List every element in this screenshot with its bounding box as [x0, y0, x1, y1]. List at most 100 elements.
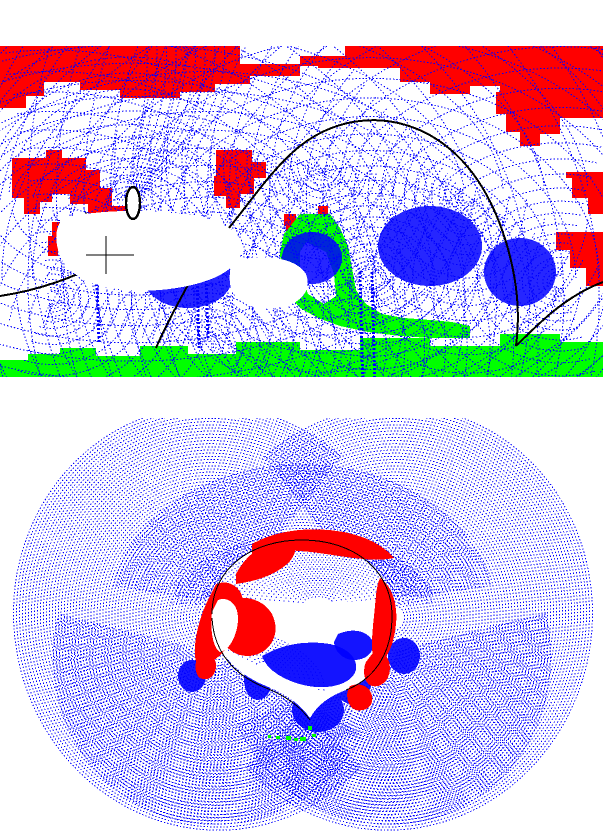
- field-line: [27, 421, 350, 815]
- inner-core-blob-2: [334, 630, 374, 660]
- field-line: [78, 474, 313, 762]
- field-line: [69, 465, 320, 771]
- field-line: [338, 540, 465, 696]
- field-line: [57, 452, 329, 784]
- field-line: [107, 626, 315, 769]
- field-line: [60, 455, 326, 781]
- field-line: [118, 205, 148, 213]
- field-line: [226, 165, 514, 279]
- field-line: [42, 436, 340, 800]
- field-line: [32, 193, 178, 377]
- red-region-7: [195, 652, 216, 680]
- field-line: [207, 150, 533, 279]
- field-line: [161, 640, 268, 713]
- field-line: [264, 577, 372, 601]
- field-line: [255, 661, 281, 676]
- field-line: [353, 264, 387, 279]
- field-line: [205, 285, 535, 377]
- red-region-3: [214, 150, 266, 208]
- field-line: [260, 427, 573, 809]
- field-line: [0, 124, 278, 197]
- field-line: [135, 46, 181, 377]
- field-line: [125, 631, 299, 750]
- field-line: [39, 433, 342, 803]
- field-line: [0, 164, 426, 377]
- field-line: [250, 570, 386, 600]
- field-line: [77, 619, 341, 800]
- field-line: [0, 79, 362, 194]
- field-line: [315, 634, 464, 735]
- rectangular-field-map-panel: [0, 46, 603, 377]
- field-line: [63, 459, 324, 777]
- field-line: [431, 167, 501, 237]
- field-line: [283, 625, 500, 772]
- field-line: [278, 584, 358, 602]
- field-line: [88, 57, 603, 279]
- field-line: [255, 573, 381, 600]
- field-line: [575, 354, 603, 377]
- field-line: [294, 281, 446, 334]
- field-line: [318, 635, 461, 732]
- field-line: [293, 474, 528, 762]
- field-line: [19, 418, 357, 825]
- field-line: [347, 553, 453, 683]
- field-line: [460, 190, 475, 205]
- field-line: [273, 446, 555, 790]
- field-line: [349, 556, 450, 680]
- field-line: [0, 214, 428, 362]
- field-line: [114, 512, 287, 724]
- field-line: [231, 561, 405, 598]
- field-line: [77, 238, 336, 377]
- field-line: [323, 518, 486, 717]
- field-line: [275, 449, 552, 787]
- field-line: [319, 512, 492, 724]
- field-line: [375, 594, 414, 642]
- field-line: [364, 648, 410, 679]
- white-island: [300, 68, 360, 88]
- field-line: [159, 559, 255, 677]
- field-line: [0, 46, 198, 86]
- field-line: [188, 646, 244, 685]
- field-line: [38, 266, 90, 329]
- field-line: [185, 522, 419, 598]
- field-line: [303, 490, 513, 746]
- field-line: [280, 455, 546, 781]
- field-line: [127, 476, 477, 589]
- field-line: [61, 46, 603, 278]
- field-line: [356, 267, 384, 279]
- field-line: [124, 46, 148, 196]
- field-line: [182, 326, 230, 360]
- field-line: [297, 481, 522, 755]
- field-line: [102, 499, 296, 737]
- field-line: [313, 162, 331, 174]
- field-line: [288, 627, 494, 766]
- field-line: [242, 614, 545, 819]
- polar-field-map-svg: [12, 418, 594, 831]
- field-line: [253, 617, 533, 807]
- field-line: [312, 503, 501, 733]
- field-line: [185, 542, 419, 605]
- field-line: [250, 616, 536, 810]
- field-line: [258, 424, 576, 812]
- field-line: [65, 616, 352, 813]
- field-line: [11, 136, 255, 198]
- field-line: [51, 446, 333, 790]
- field-line: [178, 516, 426, 596]
- field-line: [307, 280, 433, 325]
- red-region-5: [364, 652, 390, 687]
- field-line: [171, 510, 433, 595]
- field-line: [68, 616, 349, 810]
- field-line: [259, 619, 527, 800]
- field-line: [256, 618, 530, 803]
- field-line: [501, 233, 578, 331]
- field-line: [0, 110, 304, 196]
- field-line: [113, 628, 310, 763]
- field-line: [350, 278, 390, 293]
- field-jet-4: [94, 251, 101, 343]
- field-line: [51, 157, 215, 199]
- field-line: [332, 531, 474, 705]
- field-line: [141, 540, 268, 696]
- field-line: [197, 339, 215, 351]
- field-line: [277, 205, 463, 279]
- field-line: [35, 259, 99, 337]
